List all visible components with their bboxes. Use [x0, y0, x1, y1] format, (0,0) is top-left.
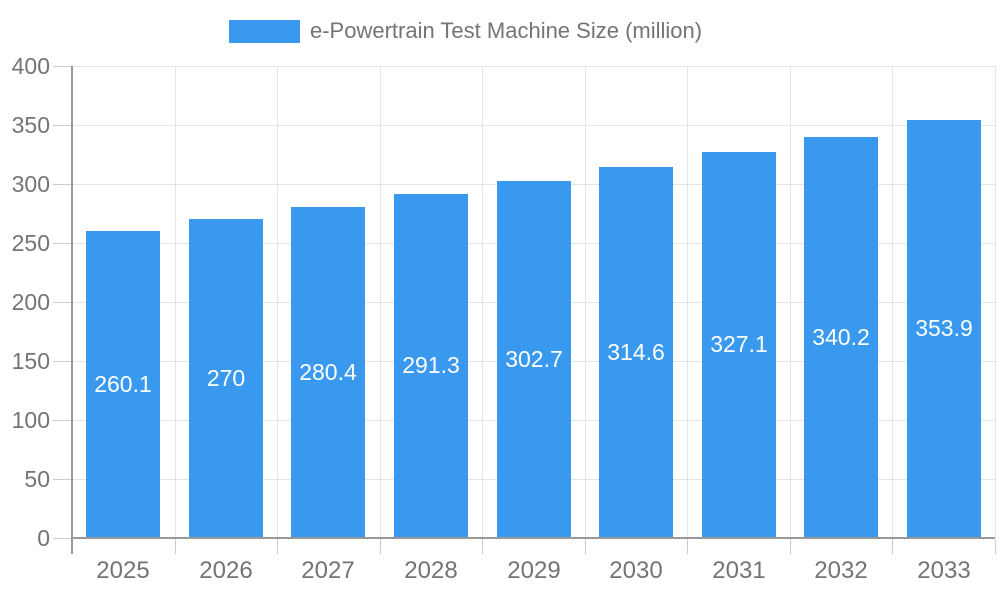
x-tick-label: 2033 — [917, 557, 971, 584]
bar: 280.4 — [291, 207, 365, 537]
bar: 340.2 — [804, 137, 878, 537]
bar: 291.3 — [394, 194, 468, 537]
x-tick-label: 2029 — [507, 557, 561, 584]
y-tick-label: 350 — [11, 112, 50, 138]
x-tick-label: 2025 — [96, 557, 150, 584]
y-axis-line — [71, 66, 73, 554]
bar: 270 — [189, 219, 263, 537]
x-tick-label: 2028 — [404, 557, 458, 584]
y-tick — [53, 302, 72, 303]
y-tick-label: 300 — [11, 171, 50, 197]
x-tick — [482, 539, 483, 554]
bar-value-label: 314.6 — [607, 338, 665, 365]
v-gridline — [585, 66, 586, 538]
v-gridline — [687, 66, 688, 538]
legend[interactable]: e-Powertrain Test Machine Size (million) — [229, 18, 702, 44]
x-tick-label: 2032 — [814, 557, 868, 584]
v-gridline — [482, 66, 483, 538]
bar: 260.1 — [86, 231, 160, 537]
y-tick-label: 150 — [11, 348, 50, 374]
y-tick-label: 100 — [11, 407, 50, 433]
v-gridline — [380, 66, 381, 538]
x-tick-label: 2027 — [301, 557, 355, 584]
x-tick-label: 2031 — [712, 557, 766, 584]
x-tick — [175, 539, 176, 554]
bar-value-label: 353.9 — [915, 315, 973, 341]
y-tick-label: 400 — [11, 53, 50, 79]
x-tick — [995, 539, 996, 554]
v-gridline — [892, 66, 893, 538]
v-gridline — [175, 66, 176, 538]
v-gridline — [790, 66, 791, 538]
y-tick — [53, 125, 72, 126]
y-tick — [53, 361, 72, 362]
legend-swatch[interactable] — [229, 19, 300, 43]
bar: 353.9 — [907, 120, 981, 537]
bar-value-label: 280.4 — [299, 358, 357, 385]
v-gridline — [277, 66, 278, 538]
x-tick-label: 2026 — [199, 557, 253, 584]
y-tick — [53, 479, 72, 480]
y-tick-label: 250 — [11, 230, 50, 256]
bar: 327.1 — [702, 152, 776, 537]
bar-value-label: 260.1 — [94, 370, 152, 397]
x-tick — [892, 539, 893, 554]
v-gridline — [995, 66, 996, 538]
y-tick — [53, 420, 72, 421]
legend-label[interactable]: e-Powertrain Test Machine Size (million) — [310, 18, 703, 43]
y-tick-label: 200 — [11, 289, 50, 315]
bar-value-label: 302.7 — [505, 345, 563, 372]
y-tick-label: 50 — [24, 466, 50, 492]
bar-value-label: 340.2 — [812, 323, 870, 350]
h-gridline — [72, 125, 995, 126]
bar-value-label: 291.3 — [402, 352, 460, 378]
x-tick-label: 2030 — [609, 557, 663, 584]
bar: 314.6 — [599, 167, 673, 537]
x-tick — [277, 539, 278, 554]
bar-value-label: 327.1 — [710, 331, 768, 357]
bar-value-label: 270 — [206, 364, 246, 391]
x-tick — [380, 539, 381, 554]
h-gridline — [72, 66, 995, 67]
y-tick-label: 0 — [37, 525, 50, 551]
x-tick — [687, 539, 688, 554]
x-tick — [585, 539, 586, 554]
y-tick — [53, 538, 72, 539]
x-axis-line — [71, 537, 995, 539]
y-tick — [53, 184, 72, 185]
bar: 302.7 — [497, 181, 571, 537]
x-tick — [790, 539, 791, 554]
y-tick — [53, 66, 72, 67]
y-tick — [53, 243, 72, 244]
